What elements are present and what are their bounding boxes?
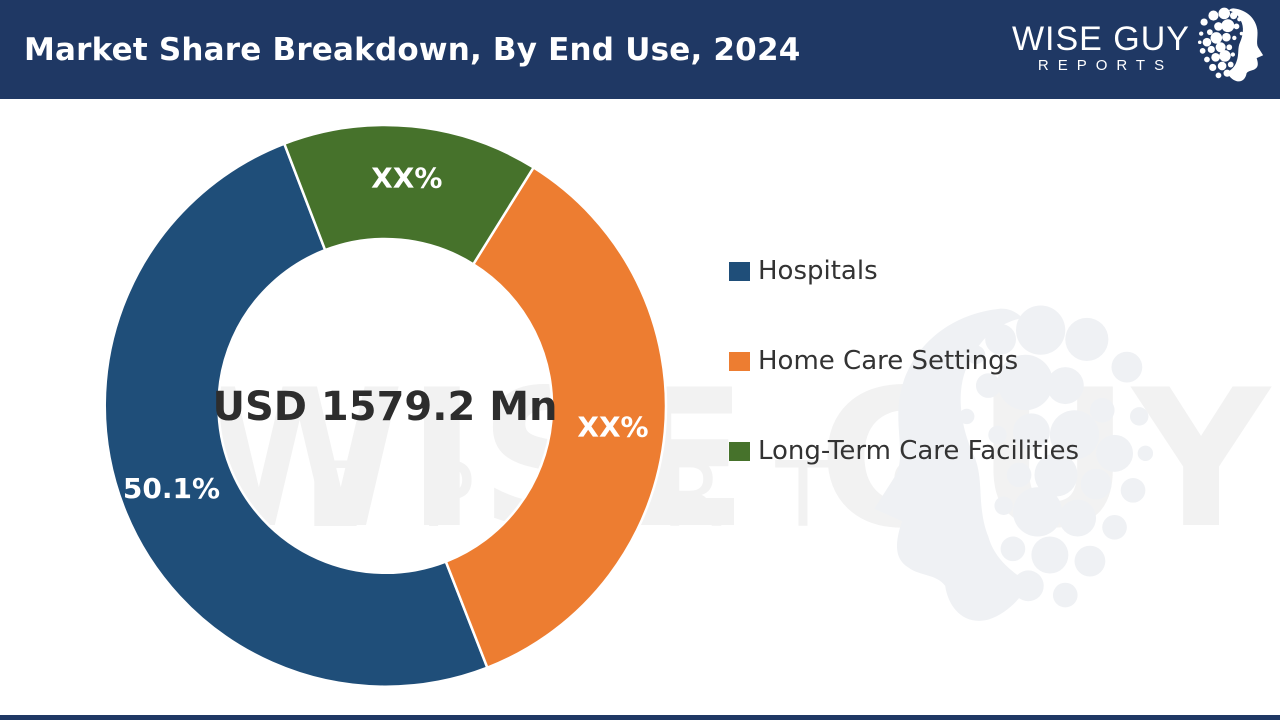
segment-percent-label: 50.1%	[123, 472, 220, 505]
donut-chart: 50.1% XX% XX%	[103, 123, 668, 688]
segment-percent-label: XX%	[577, 411, 648, 444]
footer-bar	[0, 715, 1280, 720]
segment-percent-label: XX%	[371, 162, 442, 195]
chart-center-total: USD 1579.2 Mn	[212, 384, 558, 430]
header-bar: Market Share Breakdown, By End Use, 2024…	[0, 0, 1280, 99]
legend-label: Long-Term Care Facilities	[758, 436, 1080, 466]
donut-segment-hospitals	[103, 142, 489, 688]
donut-segment-home-care-settings	[444, 165, 668, 670]
wiseguy-face-icon	[1194, 6, 1266, 90]
logo-wordmark-line2: REPORTS	[1037, 57, 1174, 75]
wiseguy-logo: WISE GUY REPORTS	[1012, 6, 1266, 90]
legend-swatch-long-term-care	[729, 441, 750, 461]
legend-swatch-hospitals	[729, 261, 750, 281]
legend-item-hospitals: Hospitals	[729, 255, 1079, 287]
chart-area: WISE GUY REPORTS 50.1%XX%XX% USD 1579.2 …	[0, 99, 1280, 720]
legend-item-long-term-care: Long-Term Care Facilities	[729, 435, 1079, 467]
donut-segment-long-term-care-facilities	[282, 123, 536, 266]
chart-legend: Hospitals Home Care Settings Long-Term C…	[729, 255, 1079, 525]
logo-wordmark: WISE GUY REPORTS	[1011, 20, 1190, 75]
legend-label: Home Care Settings	[758, 346, 1019, 376]
page-title: Market Share Breakdown, By End Use, 2024	[24, 31, 801, 68]
logo-wordmark-line1: WISE GUY	[1011, 20, 1190, 59]
legend-swatch-home-care	[729, 351, 750, 371]
legend-label: Hospitals	[758, 256, 878, 286]
legend-item-home-care: Home Care Settings	[729, 345, 1079, 377]
